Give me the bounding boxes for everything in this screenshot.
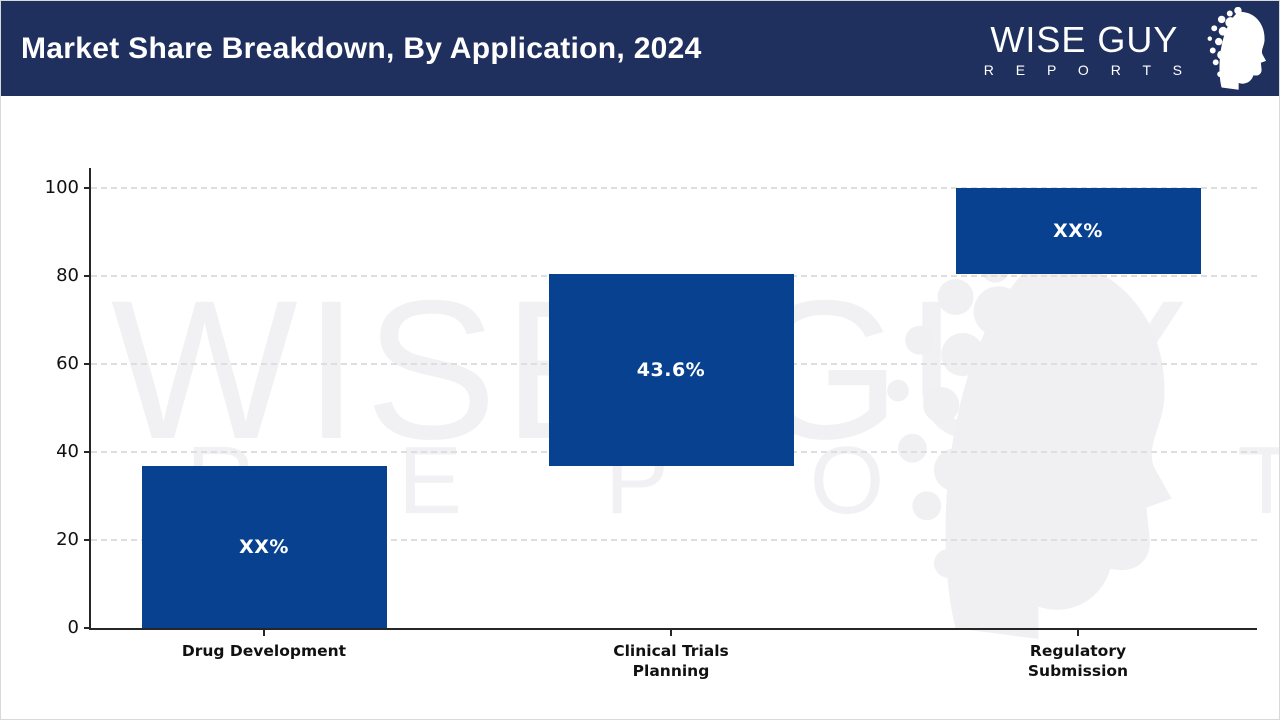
bar-value-label: 43.6% [636,359,706,382]
y-tick-60 [84,363,91,365]
bar-segment-1: 43.6% [548,274,794,467]
y-tick-label-0: 0 [67,617,79,638]
x-category-label-2: Regulatory Submission [1027,642,1129,680]
y-tick-40 [84,451,91,453]
gridline-100 [91,187,1257,189]
x-category-label-0: Drug Development [181,642,347,660]
y-tick-label-60: 60 [56,353,79,374]
market-share-chart: WISE GUY R E P O R T S 020406080100XX%Dr… [1,96,1279,719]
watermark-head-icon [887,235,1172,639]
y-tick-20 [84,539,91,541]
y-tick-label-40: 40 [56,441,79,462]
x-tick-1 [670,630,672,636]
header: Market Share Breakdown, By Application, … [1,1,1279,96]
x-category-label-1: Clinical Trials Planning [613,642,729,680]
logo-wordmark-line1: WISE GUY [990,19,1179,60]
gridline-20 [91,539,1257,541]
logo-wordmark: WISE GUY R E P O R T S [978,19,1191,79]
logo-head-icon [1207,7,1267,90]
page-title: Market Share Breakdown, By Application, … [21,31,702,65]
y-tick-80 [84,275,91,277]
bar-value-label: XX% [239,536,289,559]
x-tick-0 [263,630,265,636]
y-axis-line [89,168,91,630]
bar-segment-2: XX% [955,188,1201,275]
y-tick-100 [84,187,91,189]
x-tick-2 [1077,630,1079,636]
y-tick-label-80: 80 [56,265,79,286]
bar-value-label: XX% [1053,220,1103,243]
logo-wordmark-line2: R E P O R T S [983,62,1191,78]
y-tick-0 [84,627,91,629]
wise-guy-logo: WISE GUY R E P O R T S [978,7,1269,91]
y-tick-label-20: 20 [56,529,79,550]
x-axis-line [89,628,1257,630]
y-tick-label-100: 100 [44,177,79,198]
bar-segment-0: XX% [141,466,387,628]
